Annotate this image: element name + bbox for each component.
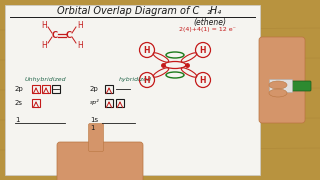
FancyBboxPatch shape: [89, 123, 103, 152]
Text: 1: 1: [90, 125, 94, 131]
FancyBboxPatch shape: [5, 5, 260, 175]
Bar: [42, 85, 50, 93]
Text: Unhybridized: Unhybridized: [24, 77, 66, 82]
Text: H: H: [41, 40, 47, 50]
FancyBboxPatch shape: [269, 80, 292, 93]
Text: 1: 1: [15, 117, 20, 123]
Text: H: H: [77, 40, 83, 50]
Text: Orbital Overlap Diagram of C: Orbital Overlap Diagram of C: [57, 6, 199, 16]
Text: hybridized: hybridized: [118, 77, 151, 82]
Text: H: H: [144, 75, 150, 84]
Text: H: H: [200, 46, 206, 55]
Text: (ethene): (ethene): [194, 18, 227, 27]
Text: H: H: [144, 46, 150, 55]
Bar: [32, 99, 40, 107]
Bar: [116, 99, 124, 107]
Text: 1s: 1s: [90, 117, 98, 123]
Text: 2p: 2p: [15, 86, 24, 92]
Bar: [105, 99, 113, 107]
Text: C: C: [52, 30, 58, 39]
Bar: [105, 85, 113, 93]
Ellipse shape: [269, 89, 287, 97]
FancyBboxPatch shape: [259, 37, 305, 123]
Text: 2s: 2s: [15, 100, 23, 106]
Text: H: H: [77, 21, 83, 30]
Text: C: C: [66, 30, 72, 39]
Bar: [32, 85, 40, 93]
Text: 2p: 2p: [90, 86, 99, 92]
Text: H: H: [41, 21, 47, 30]
Text: sp²: sp²: [90, 99, 100, 105]
Ellipse shape: [269, 81, 287, 89]
Text: 2(4)+4(1) = 12 e⁻: 2(4)+4(1) = 12 e⁻: [179, 27, 236, 32]
Bar: [52, 85, 60, 93]
Text: H: H: [200, 75, 206, 84]
FancyBboxPatch shape: [57, 142, 143, 180]
Text: ₂H₄: ₂H₄: [207, 6, 222, 16]
FancyBboxPatch shape: [289, 81, 311, 91]
